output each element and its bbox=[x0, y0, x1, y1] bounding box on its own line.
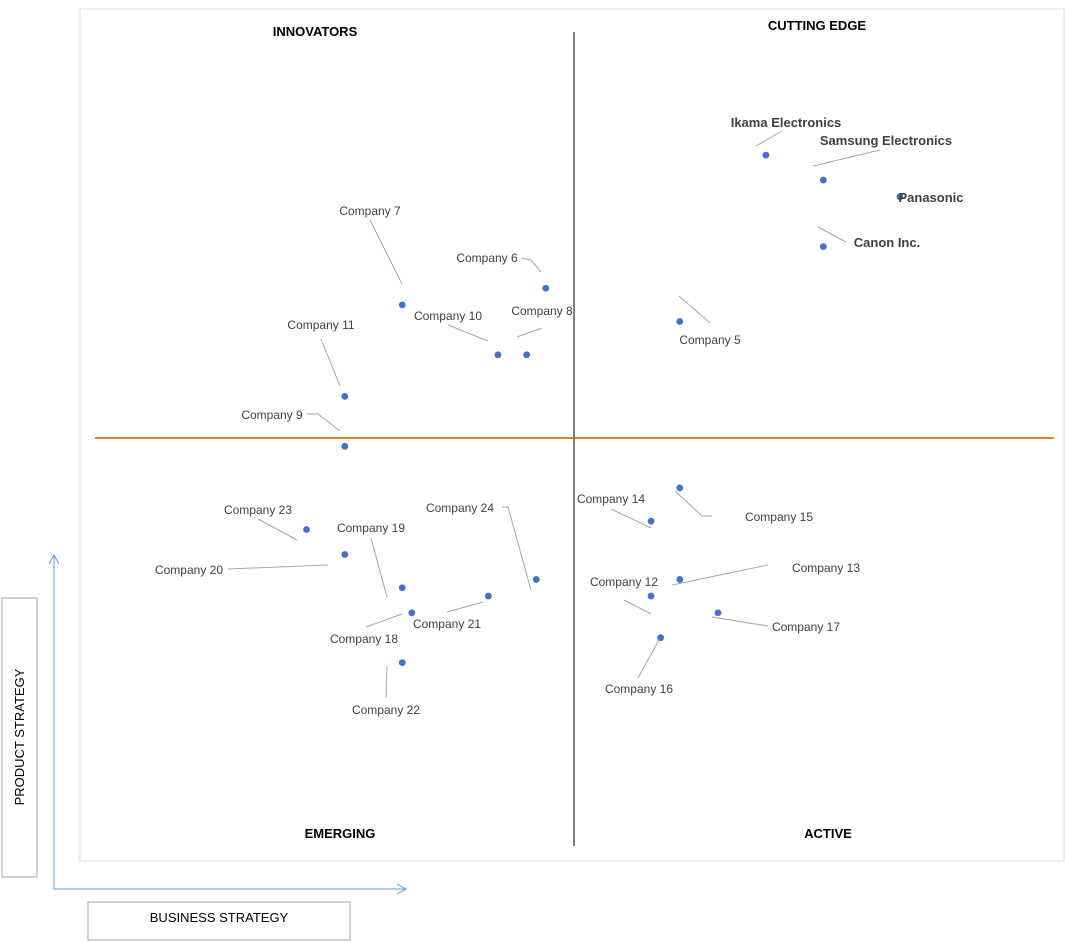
data-label-company-19: Company 19 bbox=[337, 521, 405, 535]
leader-line-company-5 bbox=[678, 295, 711, 324]
leader-line-company-22 bbox=[385, 665, 388, 699]
data-point-samsung-electronics bbox=[819, 176, 827, 184]
data-point-company-12 bbox=[647, 592, 655, 600]
data-point-company-23 bbox=[303, 526, 310, 533]
data-point-company-24 bbox=[532, 576, 540, 583]
leader-line-company-8 bbox=[516, 327, 543, 338]
data-points bbox=[303, 151, 904, 667]
leader-line-company-16 bbox=[637, 637, 661, 679]
quadrant-label-cutting-edge: CUTTING EDGE bbox=[768, 18, 867, 33]
data-label-company-13: Company 13 bbox=[792, 561, 860, 575]
x-axis-arrow bbox=[54, 883, 408, 895]
data-point-canon-inc bbox=[819, 243, 827, 251]
data-label-ikama-electronics: Ikama Electronics bbox=[731, 115, 842, 130]
data-point-company-7 bbox=[398, 301, 406, 309]
leader-line-company-12 bbox=[623, 599, 652, 615]
data-label-company-23: Company 23 bbox=[224, 503, 292, 517]
data-label-company-9: Company 9 bbox=[241, 408, 303, 422]
data-label-company-15: Company 15 bbox=[745, 510, 813, 524]
data-label-company-5: Company 5 bbox=[679, 333, 741, 347]
leader-line-company-9 bbox=[307, 413, 341, 432]
leader-line-company-21 bbox=[446, 601, 484, 613]
data-label-company-20: Company 20 bbox=[155, 563, 223, 577]
data-point-company-20 bbox=[341, 551, 349, 558]
leader-line-company-18 bbox=[365, 613, 403, 628]
data-point-company-11 bbox=[341, 393, 349, 400]
leader-line-canon-inc bbox=[817, 226, 847, 243]
point-labels: Ikama Electronics Samsung Electronics Pana… bbox=[155, 115, 964, 717]
data-point-company-10 bbox=[494, 351, 502, 359]
data-point-company-14 bbox=[647, 517, 655, 525]
data-label-company-18: Company 18 bbox=[330, 632, 398, 646]
data-label-company-7: Company 7 bbox=[339, 204, 401, 218]
data-label-company-12: Company 12 bbox=[590, 575, 658, 589]
leader-line-company-20 bbox=[227, 564, 329, 570]
quadrant-label-emerging: EMERGING bbox=[305, 826, 376, 841]
leader-line-company-24 bbox=[502, 506, 532, 591]
y-axis-arrow bbox=[48, 553, 60, 889]
leader-line-samsung-electronics bbox=[812, 149, 881, 167]
leader-line-company-7 bbox=[369, 219, 403, 285]
data-label-company-24: Company 24 bbox=[426, 501, 494, 515]
data-point-company-21 bbox=[484, 592, 492, 600]
quadrant-label-active: ACTIVE bbox=[804, 826, 852, 841]
leader-line-company-15 bbox=[674, 490, 712, 517]
x-axis-title-box: BUSINESS STRATEGY bbox=[87, 901, 351, 941]
leader-line-company-13 bbox=[671, 564, 769, 586]
data-point-company-17 bbox=[714, 609, 722, 617]
leader-line-company-6 bbox=[520, 257, 542, 273]
y-axis-title-box: PRODUCT STRATEGY bbox=[1, 597, 38, 878]
data-point-company-9 bbox=[341, 442, 349, 450]
data-point-company-5 bbox=[676, 318, 684, 325]
data-point-company-16 bbox=[657, 634, 665, 642]
quadrant-label-innovators: INNOVATORS bbox=[273, 24, 358, 39]
leader-line-company-10 bbox=[447, 324, 489, 342]
leader-line-ikama-electronics bbox=[755, 130, 783, 147]
data-label-company-11: Company 11 bbox=[287, 318, 354, 332]
data-label-company-8: Company 8 bbox=[511, 304, 573, 318]
data-point-company-18 bbox=[408, 609, 416, 617]
data-point-panasonic bbox=[896, 193, 904, 201]
data-label-panasonic: Panasonic bbox=[898, 190, 963, 205]
data-point-company-19 bbox=[398, 584, 406, 592]
data-label-company-6: Company 6 bbox=[456, 251, 518, 265]
data-label-company-21: Company 21 bbox=[413, 617, 481, 631]
leader-line-company-19 bbox=[370, 537, 388, 598]
chart-frame bbox=[79, 8, 1065, 862]
leader-line-company-11 bbox=[320, 338, 341, 387]
x-axis-title: BUSINESS STRATEGY bbox=[150, 910, 289, 925]
data-label-company-17: Company 17 bbox=[772, 620, 840, 634]
leader-lines bbox=[227, 130, 881, 699]
data-point-company-15 bbox=[676, 484, 684, 492]
data-point-company-22 bbox=[398, 659, 406, 667]
data-label-company-14: Company 14 bbox=[577, 492, 645, 506]
data-point-company-6 bbox=[542, 284, 550, 292]
y-axis-title: PRODUCT STRATEGY bbox=[12, 668, 27, 805]
leader-line-company-23 bbox=[257, 518, 298, 541]
data-label-samsung-electronics: Samsung Electronics bbox=[820, 133, 952, 148]
data-point-company-13 bbox=[676, 576, 684, 583]
data-point-ikama-electronics bbox=[762, 151, 770, 159]
leader-line-company-14 bbox=[610, 508, 652, 529]
leader-line-company-17 bbox=[711, 616, 769, 627]
data-point-company-8 bbox=[523, 351, 531, 359]
data-label-canon-inc: Canon Inc. bbox=[854, 235, 920, 250]
data-label-company-16: Company 16 bbox=[605, 682, 673, 696]
data-label-company-22: Company 22 bbox=[352, 703, 420, 717]
data-label-company-10: Company 10 bbox=[414, 309, 482, 323]
